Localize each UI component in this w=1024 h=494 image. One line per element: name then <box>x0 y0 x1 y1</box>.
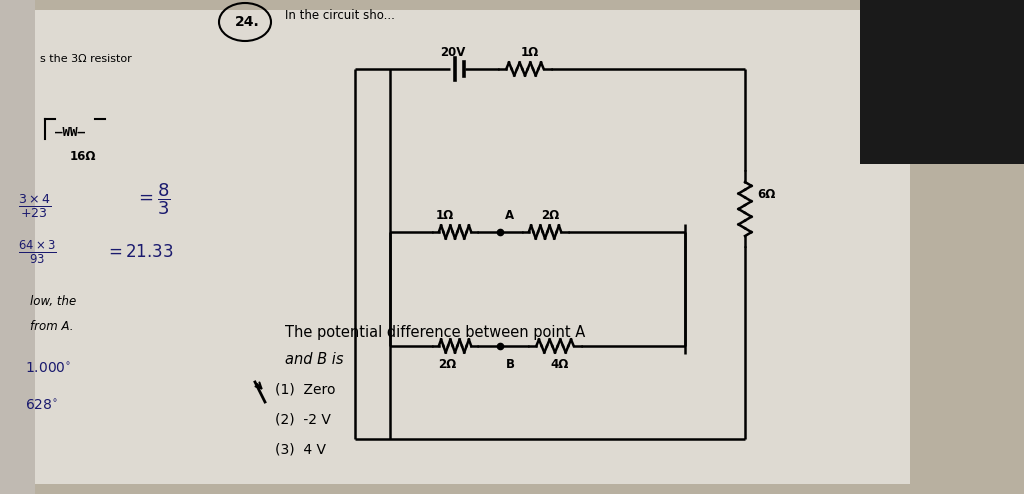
Text: from A.: from A. <box>30 321 74 333</box>
Text: A: A <box>506 209 515 222</box>
Text: $=21.33$: $=21.33$ <box>105 243 174 261</box>
Text: (2)  -2 V: (2) -2 V <box>275 412 331 426</box>
Text: 24.: 24. <box>234 15 259 29</box>
Text: 2Ω: 2Ω <box>541 209 559 222</box>
Text: The potential difference between point A: The potential difference between point A <box>285 325 586 339</box>
Text: In the circuit sho...: In the circuit sho... <box>285 9 395 23</box>
FancyBboxPatch shape <box>30 10 910 484</box>
Text: $628^{\circ}$: $628^{\circ}$ <box>25 399 58 413</box>
Text: $=\dfrac{8}{3}$: $=\dfrac{8}{3}$ <box>135 181 171 217</box>
Text: 6Ω: 6Ω <box>757 188 775 201</box>
Text: 20V: 20V <box>440 46 466 59</box>
Text: 1Ω: 1Ω <box>521 46 539 59</box>
Text: 1Ω: 1Ω <box>436 209 454 222</box>
Text: $\frac{64\times3}{93}$: $\frac{64\times3}{93}$ <box>18 238 56 266</box>
FancyBboxPatch shape <box>860 0 1024 164</box>
Text: $\frac{3\times4}{+23}$: $\frac{3\times4}{+23}$ <box>18 192 51 220</box>
Text: (3)  4 V: (3) 4 V <box>275 442 326 456</box>
Text: (1)  Zero: (1) Zero <box>275 382 336 396</box>
Text: low, the: low, the <box>30 295 76 308</box>
Text: and B is: and B is <box>285 352 343 367</box>
Text: —WW—: —WW— <box>55 125 85 138</box>
Text: 16Ω: 16Ω <box>70 150 96 163</box>
Text: B: B <box>506 358 514 371</box>
Text: 2Ω: 2Ω <box>438 358 456 371</box>
Text: $1.000^{\circ}$: $1.000^{\circ}$ <box>25 362 72 376</box>
Text: s the 3Ω resistor: s the 3Ω resistor <box>40 54 132 64</box>
FancyBboxPatch shape <box>0 0 35 494</box>
Text: 4Ω: 4Ω <box>551 358 569 371</box>
